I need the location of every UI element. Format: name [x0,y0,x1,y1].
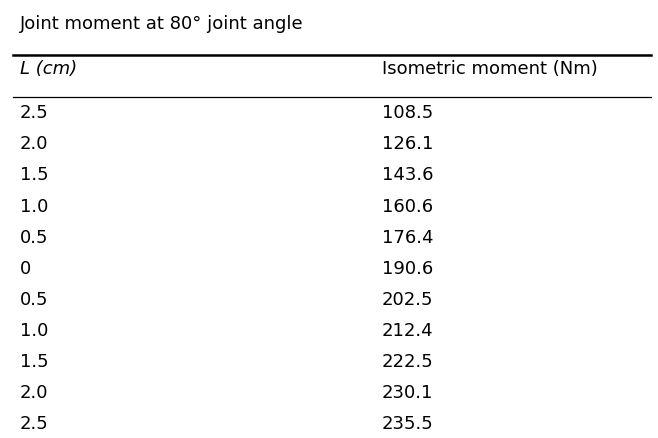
Text: Isometric moment (Nm): Isometric moment (Nm) [382,60,597,78]
Text: 202.5: 202.5 [382,291,433,309]
Text: 1.0: 1.0 [20,198,48,215]
Text: 176.4: 176.4 [382,229,433,247]
Text: 126.1: 126.1 [382,135,433,153]
Text: 0.5: 0.5 [20,291,48,309]
Text: 2.5: 2.5 [20,104,49,122]
Text: 160.6: 160.6 [382,198,433,215]
Text: 0: 0 [20,260,31,278]
Text: L (cm): L (cm) [20,60,77,78]
Text: 2.5: 2.5 [20,415,49,433]
Text: 235.5: 235.5 [382,415,434,433]
Text: 108.5: 108.5 [382,104,433,122]
Text: 222.5: 222.5 [382,353,434,371]
Text: 1.0: 1.0 [20,322,48,340]
Text: Joint moment at 80° joint angle: Joint moment at 80° joint angle [20,15,303,33]
Text: 1.5: 1.5 [20,353,49,371]
Text: 0.5: 0.5 [20,229,48,247]
Text: 143.6: 143.6 [382,166,433,184]
Text: 1.5: 1.5 [20,166,49,184]
Text: 230.1: 230.1 [382,384,433,402]
Text: 2.0: 2.0 [20,384,48,402]
Text: 2.0: 2.0 [20,135,48,153]
Text: 190.6: 190.6 [382,260,433,278]
Text: 212.4: 212.4 [382,322,433,340]
